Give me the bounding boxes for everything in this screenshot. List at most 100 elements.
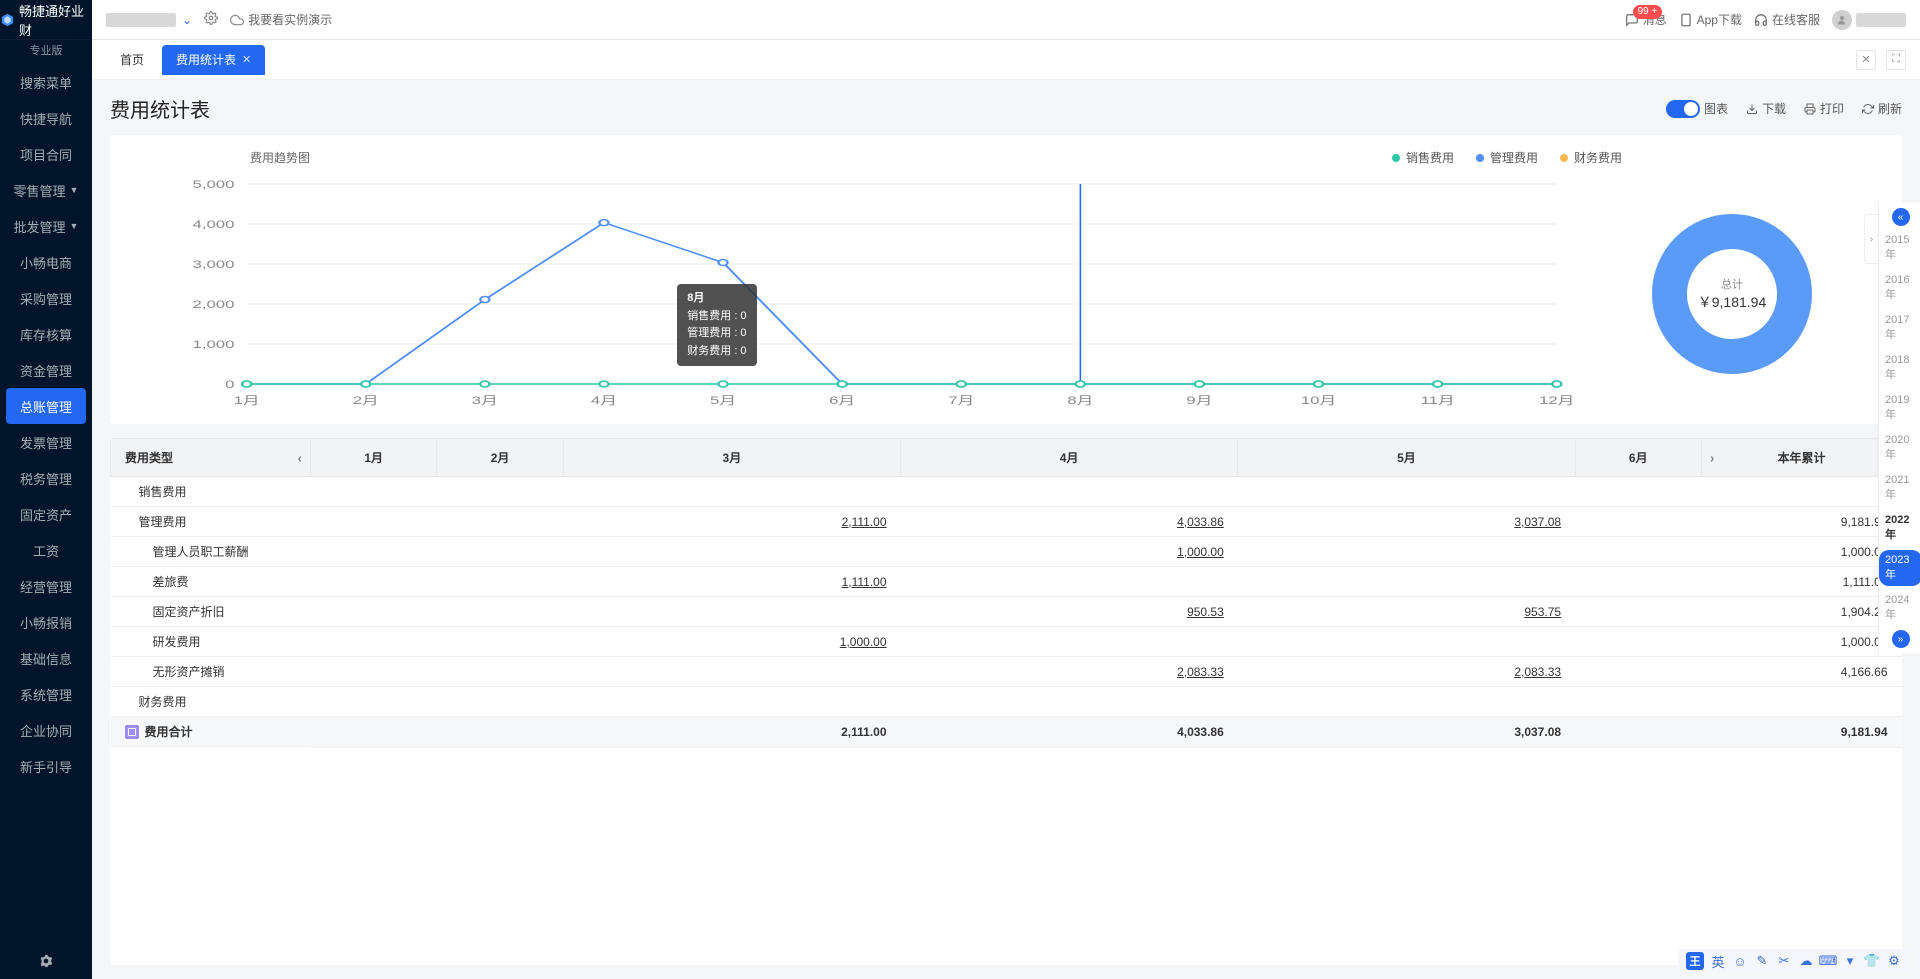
print-button[interactable]: 打印 xyxy=(1804,100,1844,117)
year-item[interactable]: 2023年 xyxy=(1879,550,1920,586)
chevron-left-icon[interactable]: ‹ xyxy=(298,450,302,465)
donut-chart[interactable]: 总计 ￥9,181.94 xyxy=(1602,174,1862,414)
sidebar-item[interactable]: 经营管理 xyxy=(0,568,92,604)
year-item[interactable]: 2022年 xyxy=(1879,510,1920,546)
year-item[interactable]: 2024年 xyxy=(1879,590,1920,626)
refresh-icon xyxy=(1862,103,1874,115)
cell[interactable]: 1,000.00 xyxy=(901,537,1238,567)
year-down-icon[interactable]: » xyxy=(1892,630,1910,648)
brand-logo[interactable]: 畅捷通好业财 xyxy=(0,0,92,40)
cell: 2,111.00 xyxy=(563,717,900,748)
app-download-button[interactable]: App下载 xyxy=(1679,11,1742,28)
tray-edit-icon[interactable]: ✎ xyxy=(1754,953,1770,969)
chart-toggle[interactable]: 图表 xyxy=(1666,100,1728,118)
fullscreen-icon[interactable]: ⛶ xyxy=(1886,50,1906,70)
year-item[interactable]: 2016年 xyxy=(1879,270,1920,306)
tab-expense-report[interactable]: 费用统计表 ✕ xyxy=(162,45,265,75)
cell[interactable]: 2,083.33 xyxy=(1238,657,1575,687)
sidebar-item[interactable]: 总账管理 xyxy=(6,388,86,424)
legend-item[interactable]: 财务费用 xyxy=(1560,149,1622,166)
sidebar-item[interactable]: 系统管理 xyxy=(0,676,92,712)
toggle-switch[interactable] xyxy=(1666,100,1700,118)
legend-dot-icon xyxy=(1476,154,1484,162)
app-label: App下载 xyxy=(1697,11,1742,28)
sidebar-item[interactable]: 发票管理 xyxy=(0,424,92,460)
legend-dot-icon xyxy=(1560,154,1568,162)
sidebar-item[interactable]: 税务管理 xyxy=(0,460,92,496)
close-icon[interactable]: ✕ xyxy=(242,53,251,66)
cell[interactable]: 1,111.00 xyxy=(563,567,900,597)
tray-smile-icon[interactable]: ☺ xyxy=(1732,953,1748,969)
cell[interactable]: 3,037.08 xyxy=(1238,507,1575,537)
line-chart[interactable]: 01,0002,0003,0004,0005,0001月2月3月4月5月6月7月… xyxy=(140,174,1572,414)
cell[interactable]: 2,111.00 xyxy=(563,507,900,537)
tray-keyboard-icon[interactable]: ⌨ xyxy=(1820,953,1836,969)
messages-button[interactable]: 99 + 消息 xyxy=(1625,11,1667,28)
gear-icon[interactable] xyxy=(204,11,218,28)
download-button[interactable]: 下载 xyxy=(1746,100,1786,117)
refresh-button[interactable]: 刷新 xyxy=(1862,100,1902,117)
table-row: 差旅费1,111.001,111.00 xyxy=(111,567,1902,597)
support-button[interactable]: 在线客服 xyxy=(1754,11,1820,28)
user-menu[interactable] xyxy=(1832,10,1906,30)
cell[interactable]: 950.53 xyxy=(901,597,1238,627)
sidebar-item[interactable]: 工资 xyxy=(0,532,92,568)
close-all-icon[interactable]: ✕ xyxy=(1856,50,1876,70)
cell xyxy=(901,477,1238,507)
sidebar-item[interactable]: 企业协同 xyxy=(0,712,92,748)
chevron-right-icon[interactable]: › xyxy=(1710,450,1714,465)
tray-cloud-icon[interactable]: ☁ xyxy=(1798,953,1814,969)
svg-text:12月: 12月 xyxy=(1539,395,1572,407)
sidebar-item[interactable]: 快捷导航 xyxy=(0,100,92,136)
cell-total xyxy=(1702,687,1902,717)
donut-label: 总计 xyxy=(1698,276,1767,292)
svg-text:11月: 11月 xyxy=(1421,395,1455,407)
cell-total: 4,166.66 xyxy=(1702,657,1902,687)
settings-icon[interactable] xyxy=(0,943,92,979)
legend-item[interactable]: 销售费用 xyxy=(1392,149,1454,166)
year-rail-collapse[interactable]: › xyxy=(1864,214,1878,264)
row-label: 无形资产摊销 xyxy=(125,665,225,679)
sidebar-item[interactable]: 新手引导 xyxy=(0,748,92,784)
table-row: 管理人员职工薪酬1,000.001,000.00 xyxy=(111,537,1902,567)
legend-item[interactable]: 管理费用 xyxy=(1476,149,1538,166)
sidebar-item[interactable]: 项目合同 xyxy=(0,136,92,172)
sidebar-item[interactable]: 固定资产 xyxy=(0,496,92,532)
year-up-icon[interactable]: « xyxy=(1892,208,1910,226)
ime-icon[interactable]: 王 xyxy=(1686,952,1704,970)
table-row: 管理费用2,111.004,033.863,037.089,181.94 xyxy=(111,507,1902,537)
cell[interactable]: 2,083.33 xyxy=(901,657,1238,687)
sidebar-item[interactable]: 基础信息 xyxy=(0,640,92,676)
sidebar-item[interactable]: 批发管理▼ xyxy=(0,208,92,244)
cell[interactable]: 1,000.00 xyxy=(563,627,900,657)
svg-text:1,000: 1,000 xyxy=(193,339,235,351)
cell[interactable]: 953.75 xyxy=(1238,597,1575,627)
tray-scissors-icon[interactable]: ✂ xyxy=(1776,953,1792,969)
year-item[interactable]: 2017年 xyxy=(1879,310,1920,346)
year-item[interactable]: 2015年 xyxy=(1879,230,1920,266)
sidebar-item[interactable]: 小畅报销 xyxy=(0,604,92,640)
download-icon xyxy=(1746,103,1758,115)
year-item[interactable]: 2019年 xyxy=(1879,390,1920,426)
sidebar-item[interactable]: 搜索菜单 xyxy=(0,64,92,100)
tab-home[interactable]: 首页 xyxy=(106,45,158,75)
year-item[interactable]: 2018年 xyxy=(1879,350,1920,386)
tray-down-icon[interactable]: ▾ xyxy=(1842,953,1858,969)
tray-shirt-icon[interactable]: 👕 xyxy=(1864,953,1880,969)
demo-button[interactable]: 我要看实例演示 xyxy=(230,11,332,28)
cell[interactable]: 4,033.86 xyxy=(901,507,1238,537)
sidebar-item[interactable]: 零售管理▼ xyxy=(0,172,92,208)
sidebar-item[interactable]: 资金管理 xyxy=(0,352,92,388)
ime-lang[interactable]: 英 xyxy=(1710,953,1726,969)
org-selector[interactable]: ⌄ xyxy=(106,13,192,27)
msg-badge: 99 + xyxy=(1633,5,1663,19)
row-label: 管理费用 xyxy=(125,515,187,529)
sidebar-item[interactable]: 库存核算 xyxy=(0,316,92,352)
sidebar-item[interactable]: 小畅电商 xyxy=(0,244,92,280)
cell xyxy=(311,477,437,507)
tray-gear-icon[interactable]: ⚙ xyxy=(1886,953,1902,969)
year-item[interactable]: 2021年 xyxy=(1879,470,1920,506)
year-item[interactable]: 2020年 xyxy=(1879,430,1920,466)
sidebar: 畅捷通好业财 专业版 搜索菜单快捷导航项目合同零售管理▼批发管理▼小畅电商采购管… xyxy=(0,0,92,979)
sidebar-item[interactable]: 采购管理 xyxy=(0,280,92,316)
